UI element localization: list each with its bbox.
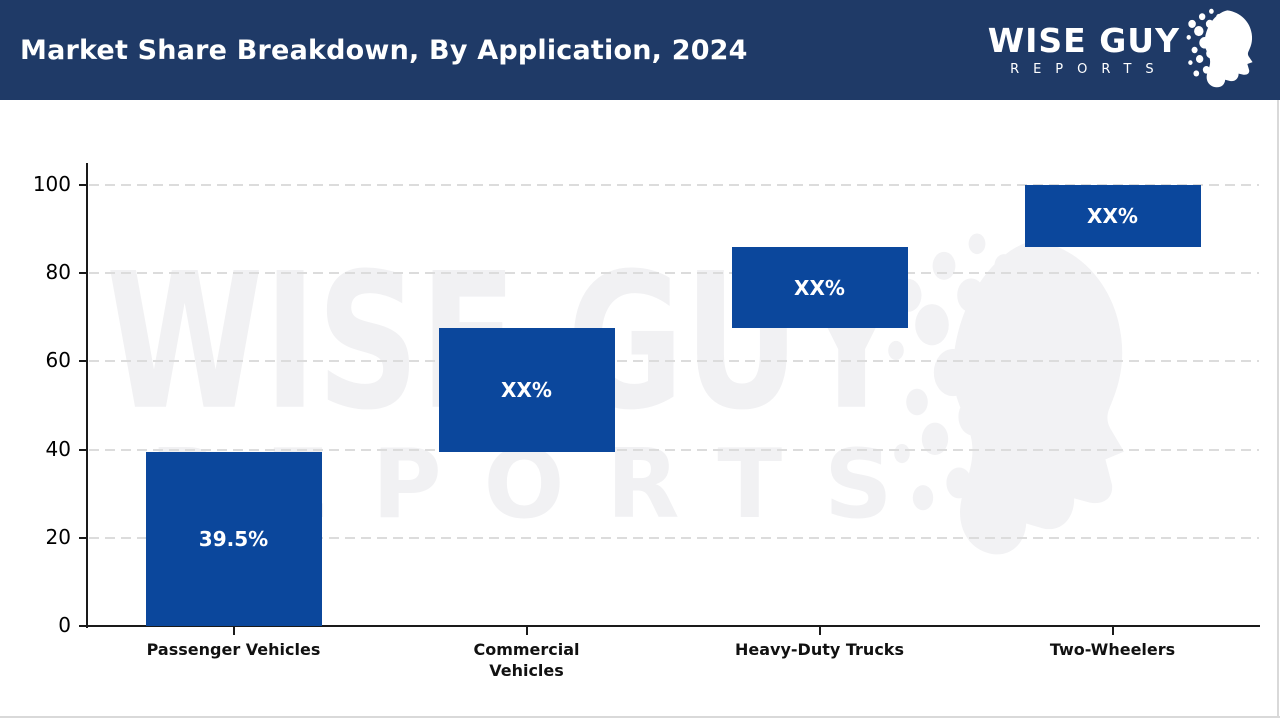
wiseguy-face-icon xyxy=(1186,8,1253,88)
gridline-20 xyxy=(89,536,1259,539)
x-tick-1 xyxy=(232,627,235,635)
x-tick-label-4: Two-Wheelers xyxy=(1049,640,1176,659)
x-tick-label-2: Commercial Vehicles xyxy=(473,640,580,680)
chart-title: Market Share Breakdown, By Application, … xyxy=(20,34,748,66)
y-tick-label-80: 80 xyxy=(45,260,71,285)
y-tick-label-60: 60 xyxy=(45,348,71,373)
wiseguy-logo: WISE GUY REPORTS xyxy=(988,5,1266,95)
bar-2: XX% xyxy=(438,328,615,452)
gridline-60 xyxy=(89,360,1259,363)
y-tick-80 xyxy=(79,272,87,275)
y-tick-label-100: 100 xyxy=(32,172,71,196)
y-tick-100 xyxy=(79,184,87,186)
gridline-40 xyxy=(89,448,1259,451)
gridline-100 xyxy=(89,184,1259,186)
y-tick-label-0: 0 xyxy=(58,613,71,637)
y-tick-0 xyxy=(79,625,87,627)
bar-label-4: XX% xyxy=(1087,203,1138,228)
figure-right-border xyxy=(1277,100,1279,716)
x-tick-2 xyxy=(525,627,528,635)
logo-subtitle: REPORTS xyxy=(1010,62,1168,77)
bar-3: XX% xyxy=(731,246,908,329)
x-tick-label-3: Heavy-Duty Trucks xyxy=(735,640,904,659)
y-axis-line xyxy=(86,163,88,628)
gridline-80 xyxy=(89,272,1259,275)
x-tick-label-1: Passenger Vehicles xyxy=(146,640,321,659)
y-tick-20 xyxy=(79,536,87,539)
bar-4: XX% xyxy=(1024,185,1201,247)
bar-label-3: XX% xyxy=(794,275,845,300)
y-tick-label-20: 20 xyxy=(45,524,71,549)
bar-1: 39.5% xyxy=(145,451,322,626)
figure-bottom-border xyxy=(0,716,1280,718)
header-band: Market Share Breakdown, By Application, … xyxy=(0,0,1280,100)
y-tick-40 xyxy=(79,448,87,451)
bar-label-2: XX% xyxy=(501,378,552,403)
plot-region: WISE GUY REPORTS 0 20 40 60 80 100 39.5% XX% XX%… xyxy=(0,100,1280,720)
x-tick-4 xyxy=(1111,627,1114,635)
bar-label-1: 39.5% xyxy=(198,526,269,551)
y-tick-60 xyxy=(79,360,87,363)
logo-title: WISE GUY xyxy=(987,21,1180,60)
y-tick-label-40: 40 xyxy=(45,436,71,461)
x-axis-line xyxy=(86,625,1260,627)
logo-text: WISE GUY REPORTS xyxy=(988,24,1180,76)
x-tick-3 xyxy=(818,627,821,635)
